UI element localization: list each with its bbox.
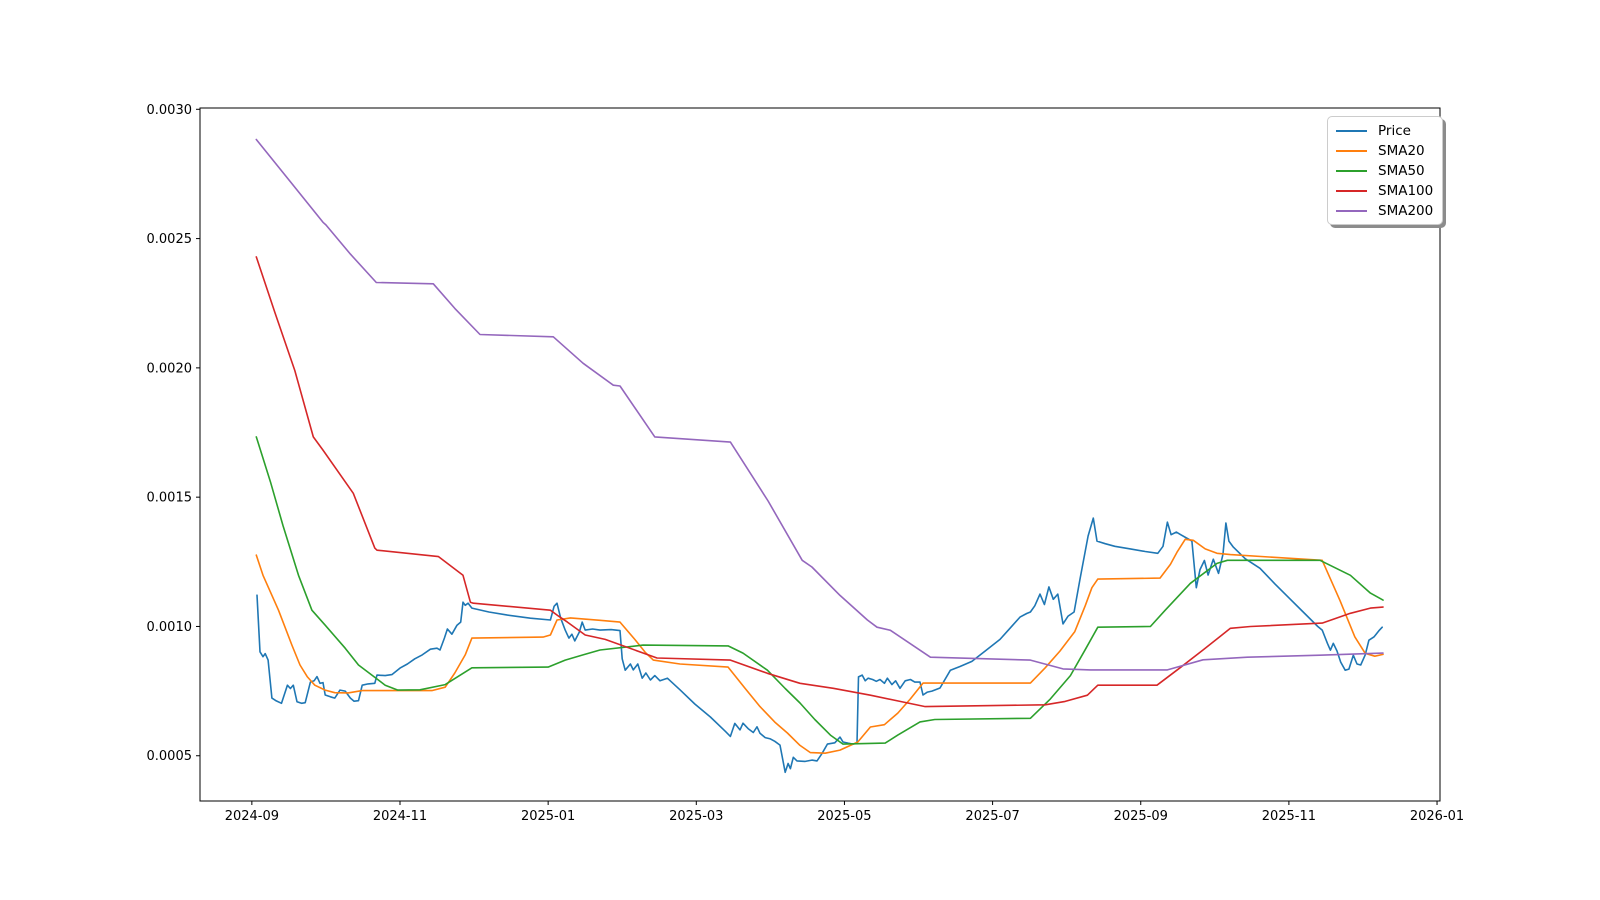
x-tick-label: 2025-07 xyxy=(965,809,1019,824)
legend-line-sample-sma200 xyxy=(1336,210,1367,212)
x-tick-label: 2025-03 xyxy=(669,809,723,824)
x-tick-label: 2026-01 xyxy=(1410,809,1464,824)
x-tick-label: 2024-09 xyxy=(225,809,279,824)
legend-label: SMA200 xyxy=(1378,203,1434,219)
legend-entry-sma20: SMA20 xyxy=(1336,141,1433,161)
legend-entry-sma200: SMA200 xyxy=(1336,201,1433,221)
legend: Price SMA20 SMA50 SMA100 SMA200 xyxy=(1327,116,1444,225)
legend-line-sample-price xyxy=(1336,130,1367,132)
legend-line-sample-sma20 xyxy=(1336,150,1367,152)
series-price-line xyxy=(256,517,1383,774)
y-tick-label: 0.0015 xyxy=(147,491,193,506)
y-tick-label: 0.0010 xyxy=(147,620,193,635)
series-sma20-line xyxy=(255,538,1384,755)
x-tick-label: 2025-09 xyxy=(1114,809,1168,824)
y-tick-label: 0.0020 xyxy=(147,361,193,376)
series-sma50-line xyxy=(255,436,1384,745)
x-tick-label: 2024-11 xyxy=(373,809,427,824)
series-sma100-line xyxy=(255,256,1384,708)
legend-entry-sma100: SMA100 xyxy=(1336,181,1433,201)
legend-label: Price xyxy=(1378,123,1411,139)
series-sma200-line xyxy=(255,138,1384,671)
legend-label: SMA50 xyxy=(1378,163,1425,179)
x-tick-label: 2025-11 xyxy=(1262,809,1316,824)
legend-line-sample-sma100 xyxy=(1336,190,1367,192)
legend-line-sample-sma50 xyxy=(1336,170,1367,172)
x-tick-label: 2025-05 xyxy=(817,809,871,824)
x-tick-label: 2025-01 xyxy=(521,809,575,824)
y-tick-label: 0.0005 xyxy=(147,749,193,764)
legend-entry-price: Price xyxy=(1336,121,1433,141)
legend-label: SMA100 xyxy=(1378,183,1434,199)
legend-entry-sma50: SMA50 xyxy=(1336,161,1433,181)
axes-frame xyxy=(199,107,1441,802)
y-tick-label: 0.0030 xyxy=(147,103,193,118)
y-tick-label: 0.0025 xyxy=(147,232,193,247)
legend-label: SMA20 xyxy=(1378,143,1425,159)
